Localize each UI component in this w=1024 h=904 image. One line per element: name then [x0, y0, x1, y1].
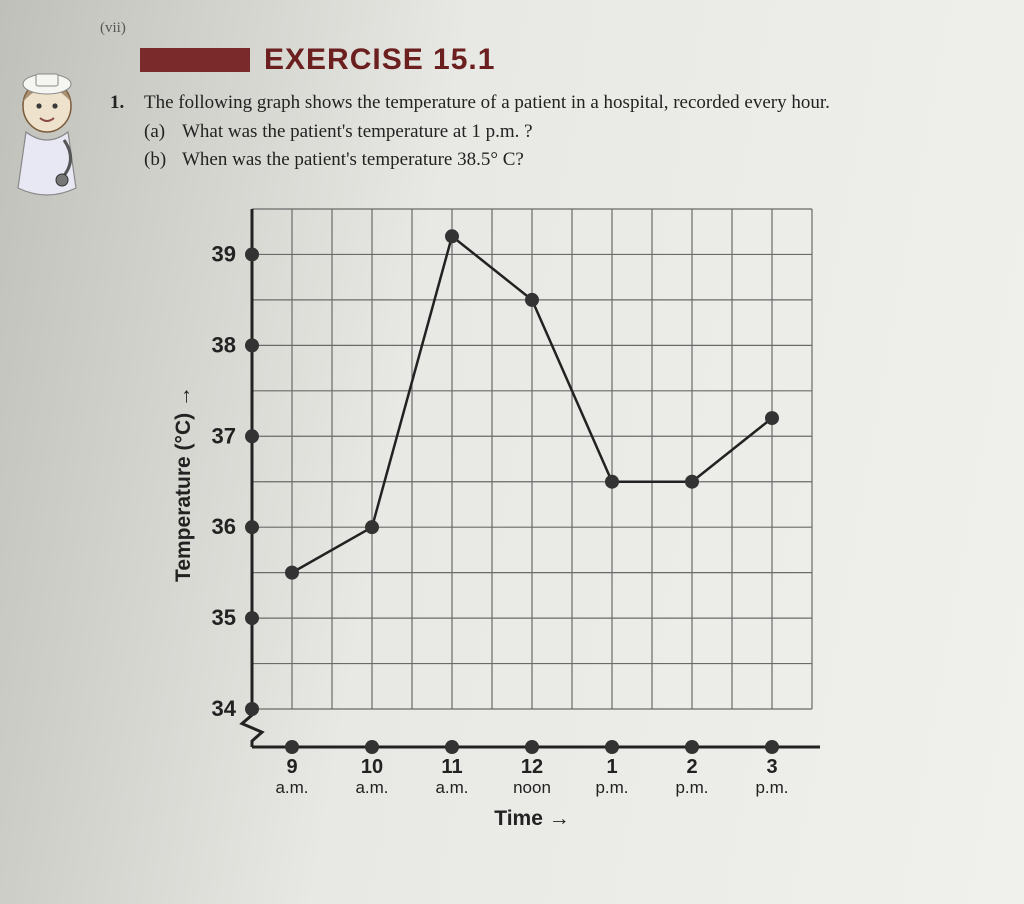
svg-text:12: 12: [521, 756, 543, 778]
svg-text:Temperature (°C) →: Temperature (°C) →: [172, 386, 195, 582]
svg-text:Time →: Time →: [494, 807, 569, 829]
svg-text:35: 35: [212, 605, 236, 630]
question-number: 1.: [110, 89, 134, 118]
svg-text:p.m.: p.m.: [675, 778, 708, 797]
part-a-letter: (a): [144, 118, 172, 147]
svg-text:37: 37: [212, 423, 236, 448]
svg-text:noon: noon: [513, 778, 551, 797]
svg-text:a.m.: a.m.: [355, 778, 388, 797]
exercise-title: EXERCISE 15.1: [264, 43, 495, 77]
svg-text:36: 36: [212, 514, 236, 539]
svg-text:p.m.: p.m.: [595, 778, 628, 797]
svg-text:39: 39: [212, 241, 236, 266]
svg-text:10: 10: [361, 756, 383, 778]
svg-text:34: 34: [212, 696, 237, 721]
svg-text:2: 2: [686, 756, 697, 778]
svg-text:9: 9: [286, 756, 297, 778]
doctor-illustration-icon: [6, 70, 88, 200]
part-a-text: What was the patient's temperature at 1 …: [182, 118, 533, 147]
svg-text:11: 11: [441, 756, 462, 778]
svg-text:38: 38: [212, 332, 236, 357]
temperature-chart: 3435363738399a.m.10a.m.11a.m.12noon1p.m.…: [142, 189, 862, 829]
header-accent-bar: [140, 48, 250, 72]
svg-text:p.m.: p.m.: [755, 778, 788, 797]
previous-item-marker: (vii): [100, 20, 984, 37]
svg-text:1: 1: [606, 756, 617, 778]
question-block: 1. The following graph shows the tempera…: [110, 89, 964, 175]
question-text: The following graph shows the temperatur…: [144, 89, 964, 118]
part-b-text: When was the patient's temperature 38.5°…: [182, 146, 524, 175]
svg-text:a.m.: a.m.: [435, 778, 468, 797]
svg-text:3: 3: [766, 756, 777, 778]
chart-svg: 3435363738399a.m.10a.m.11a.m.12noon1p.m.…: [142, 189, 862, 829]
svg-text:a.m.: a.m.: [275, 778, 308, 797]
page: (vii) EXERCISE 15.1 1. The following gra…: [0, 0, 1024, 904]
part-b-letter: (b): [144, 146, 172, 175]
exercise-header: EXERCISE 15.1: [140, 43, 984, 77]
